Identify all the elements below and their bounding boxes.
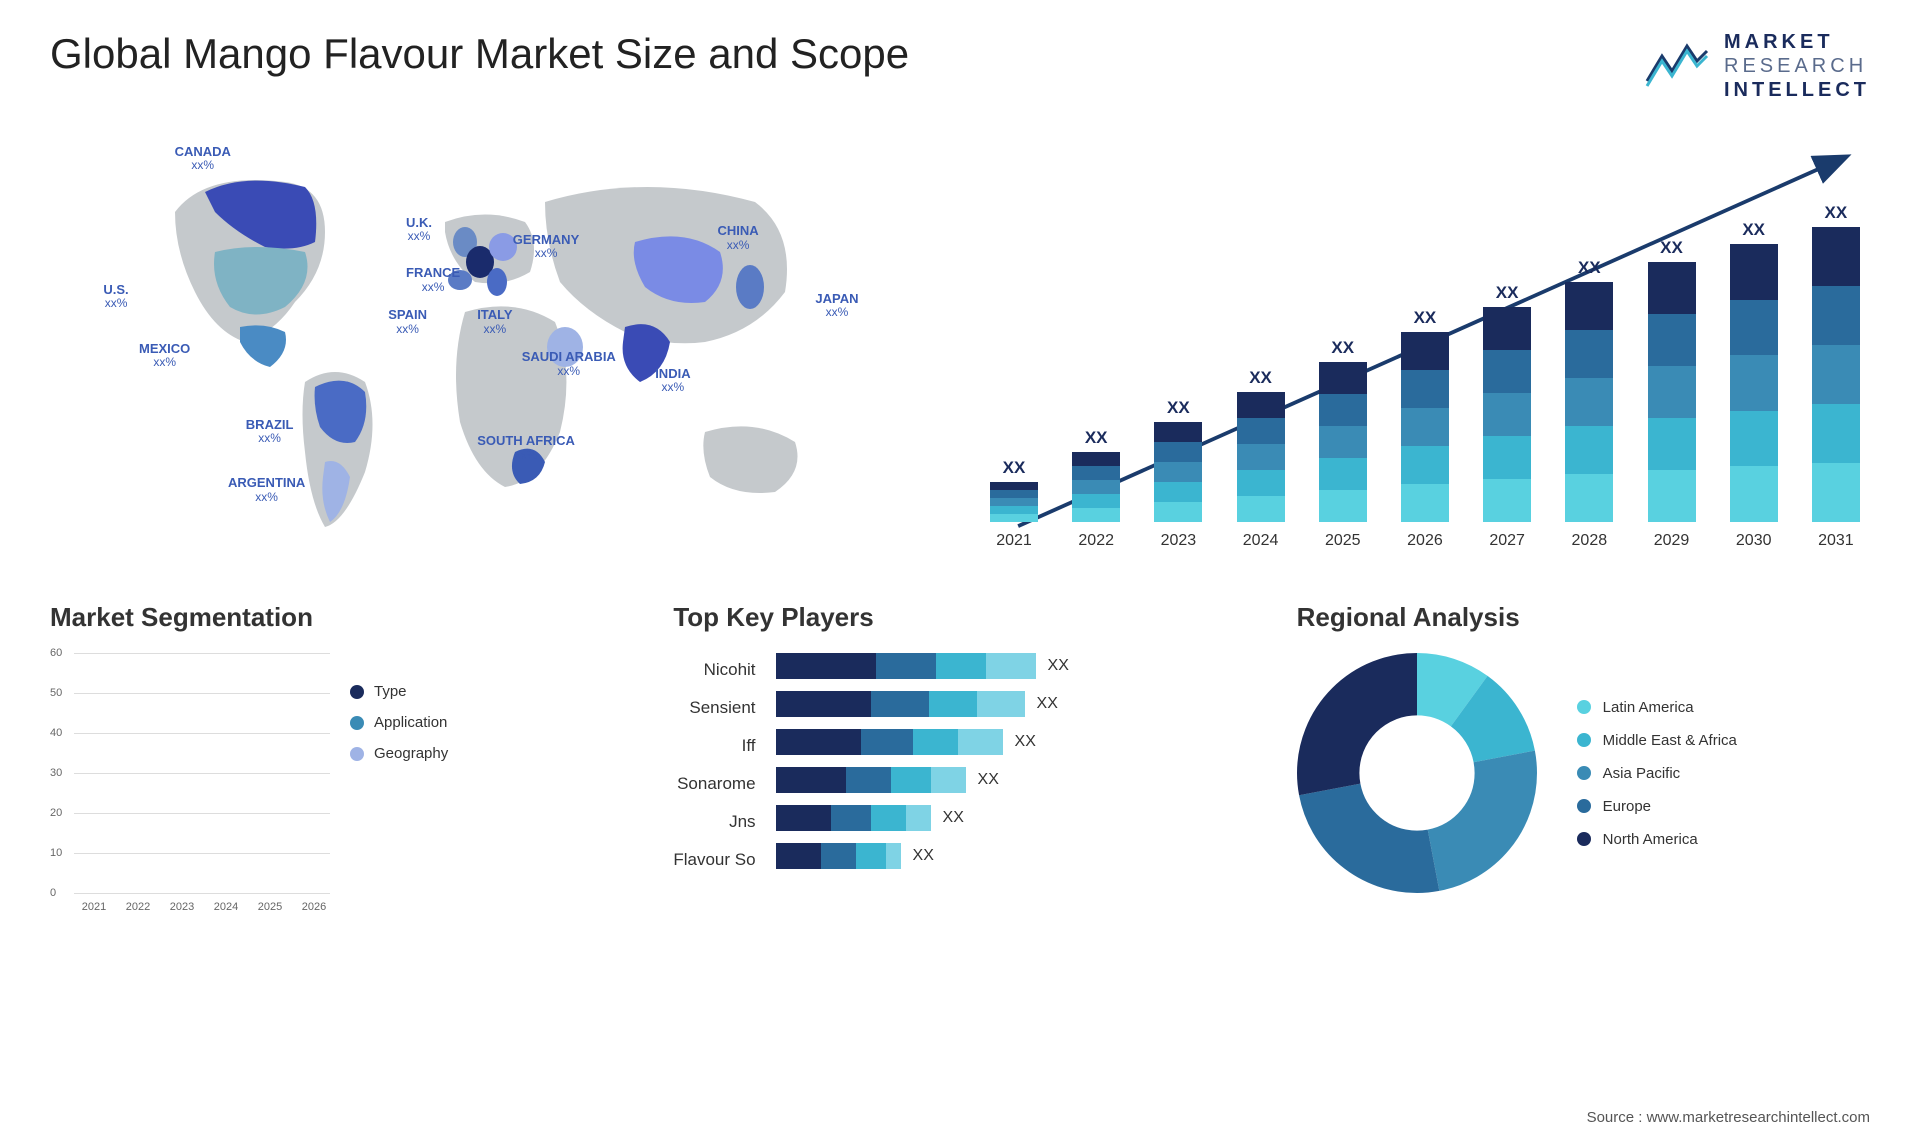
player-bar-flavourso: XX — [776, 843, 1247, 869]
player-bar-jns: XX — [776, 805, 1247, 831]
players-chart: NicohitSensientIffSonaromeJnsFlavour So … — [673, 653, 1246, 873]
map-label-france: FRANCExx% — [406, 266, 460, 293]
player-bar-sonarome: XX — [776, 767, 1247, 793]
reg-legend-item: Europe — [1577, 798, 1737, 815]
seg-legend-application: Application — [350, 714, 448, 731]
map-label-japan: JAPANxx% — [815, 292, 858, 319]
player-bar-iff: XX — [776, 729, 1247, 755]
growth-bar-2025: XX2025 — [1319, 362, 1367, 522]
growth-bar-2028: XX2028 — [1565, 282, 1613, 522]
map-label-us: U.S.xx% — [103, 283, 128, 310]
growth-bar-2024: XX2024 — [1237, 392, 1285, 522]
map-label-china: CHINAxx% — [718, 224, 759, 251]
donut-chart — [1297, 653, 1537, 893]
player-bar-sensient: XX — [776, 691, 1247, 717]
segmentation-section: Market Segmentation 20212022202320242025… — [50, 602, 623, 893]
growth-bar-2026: XX2026 — [1401, 332, 1449, 522]
player-label: Sensient — [689, 695, 755, 721]
growth-bar-2027: XX2027 — [1483, 307, 1531, 522]
segmentation-axes: 202120222023202420252026 0102030405060 — [50, 653, 330, 893]
growth-bar-2022: XX2022 — [1072, 452, 1120, 522]
player-label: Sonarome — [677, 771, 755, 797]
map-label-canada: CANADAxx% — [175, 145, 231, 172]
map-label-uk: U.K.xx% — [406, 216, 432, 243]
map-label-spain: SPAINxx% — [388, 308, 427, 335]
map-label-southafrica: SOUTH AFRICAxx% — [477, 434, 575, 461]
growth-bar-2031: XX2031 — [1812, 227, 1860, 522]
top-row: CANADAxx% U.S.xx% MEXICOxx% BRAZILxx% ARGENT… — [50, 132, 1870, 552]
player-label: Nicohit — [704, 657, 756, 683]
reg-legend-item: Middle East & Africa — [1577, 732, 1737, 749]
regional-chart: Latin America Middle East & Africa Asia Pa… — [1297, 653, 1870, 893]
map-label-italy: ITALYxx% — [477, 308, 512, 335]
page-title: Global Mango Flavour Market Size and Sco… — [50, 30, 909, 78]
seg-legend-geography: Geography — [350, 745, 448, 762]
growth-bar-2023: XX2023 — [1154, 422, 1202, 522]
growth-bar-2030: XX2030 — [1730, 244, 1778, 522]
growth-bar-2029: XX2029 — [1648, 262, 1696, 522]
segmentation-chart: 202120222023202420252026 0102030405060 T… — [50, 653, 623, 893]
map-label-germany: GERMANYxx% — [513, 233, 579, 260]
logo-text: MARKET RESEARCH INTELLECT — [1724, 30, 1870, 102]
map-label-india: INDIAxx% — [655, 367, 690, 394]
player-label: Iff — [742, 733, 756, 759]
regional-legend: Latin America Middle East & Africa Asia Pa… — [1577, 699, 1737, 848]
reg-legend-item: Latin America — [1577, 699, 1737, 716]
reg-legend-item: North America — [1577, 831, 1737, 848]
segmentation-title: Market Segmentation — [50, 602, 623, 633]
seg-legend-type: Type — [350, 683, 448, 700]
player-label: Flavour So — [673, 847, 755, 873]
reg-legend-item: Asia Pacific — [1577, 765, 1737, 782]
map-label-mexico: MEXICOxx% — [139, 342, 190, 369]
source-attribution: Source : www.marketresearchintellect.com — [1587, 1109, 1870, 1126]
world-map: CANADAxx% U.S.xx% MEXICOxx% BRAZILxx% ARGENT… — [50, 132, 940, 552]
map-label-brazil: BRAZILxx% — [246, 418, 294, 445]
growth-bar-2021: XX2021 — [990, 482, 1038, 522]
player-label: Jns — [729, 809, 755, 835]
logo-icon — [1642, 41, 1712, 91]
map-label-saudiarabia: SAUDI ARABIAxx% — [522, 350, 616, 377]
logo: MARKET RESEARCH INTELLECT — [1642, 30, 1870, 102]
map-label-argentina: ARGENTINAxx% — [228, 476, 305, 503]
growth-chart: XX2021 XX2022 XX2023 XX2024 XX2025 XX2026 XX20… — [980, 132, 1870, 552]
header: Global Mango Flavour Market Size and Sco… — [50, 30, 1870, 102]
segmentation-legend: Type Application Geography — [350, 653, 448, 893]
